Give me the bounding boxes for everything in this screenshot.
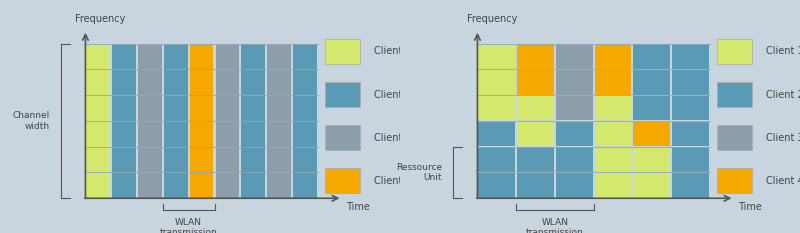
Bar (556, 147, 593, 172)
Text: Client 2: Client 2 (766, 89, 800, 99)
Bar (634, 147, 670, 172)
Bar (556, 96, 593, 120)
Bar (672, 96, 709, 120)
Bar (518, 96, 554, 120)
Bar (672, 147, 709, 172)
Text: Client 4: Client 4 (374, 176, 412, 186)
Bar (478, 44, 515, 69)
Text: Client 4: Client 4 (766, 176, 800, 186)
Bar (594, 173, 631, 198)
Bar (594, 70, 631, 95)
Bar (293, 44, 317, 198)
Bar (556, 44, 593, 69)
Bar (518, 44, 554, 69)
Bar (478, 173, 515, 198)
Bar (717, 82, 752, 107)
Text: Channel
width: Channel width (13, 111, 50, 131)
Bar (672, 44, 709, 69)
Bar (242, 44, 265, 198)
Bar (478, 122, 515, 146)
Bar (518, 173, 554, 198)
Text: Client 3: Client 3 (766, 133, 800, 143)
Bar (594, 44, 631, 69)
Bar (325, 125, 360, 150)
Bar (717, 125, 752, 150)
Bar (518, 70, 554, 95)
Bar (634, 44, 670, 69)
Bar (190, 44, 214, 198)
Bar (672, 173, 709, 198)
Text: Client 2: Client 2 (374, 89, 412, 99)
Text: WLAN
transmission: WLAN transmission (160, 218, 218, 233)
Text: Frequency: Frequency (75, 14, 126, 24)
Text: Client 3: Client 3 (374, 133, 412, 143)
Bar (86, 44, 110, 198)
Bar (717, 168, 752, 193)
Bar (634, 173, 670, 198)
Text: Client 1: Client 1 (374, 46, 412, 56)
Bar (594, 147, 631, 172)
Bar (478, 147, 515, 172)
Bar (556, 173, 593, 198)
Bar (478, 70, 515, 95)
Bar (717, 39, 752, 64)
Text: Ressource
Unit: Ressource Unit (396, 163, 442, 182)
Text: Client 1: Client 1 (766, 46, 800, 56)
Bar (594, 96, 631, 120)
Bar (478, 96, 515, 120)
Text: Time: Time (346, 202, 370, 212)
Bar (325, 39, 360, 64)
Bar (138, 44, 162, 198)
Bar (672, 122, 709, 146)
Bar (112, 44, 136, 198)
Bar (325, 168, 360, 193)
Bar (634, 96, 670, 120)
Text: WLAN
transmission: WLAN transmission (526, 218, 584, 233)
Bar (215, 44, 239, 198)
Bar (518, 122, 554, 146)
Text: Frequency: Frequency (467, 14, 518, 24)
Bar (672, 70, 709, 95)
Bar (164, 44, 188, 198)
Bar (634, 122, 670, 146)
Bar (518, 147, 554, 172)
Bar (325, 82, 360, 107)
Text: Time: Time (738, 202, 762, 212)
Bar (556, 70, 593, 95)
Bar (556, 122, 593, 146)
Bar (634, 70, 670, 95)
Bar (594, 122, 631, 146)
Bar (267, 44, 291, 198)
